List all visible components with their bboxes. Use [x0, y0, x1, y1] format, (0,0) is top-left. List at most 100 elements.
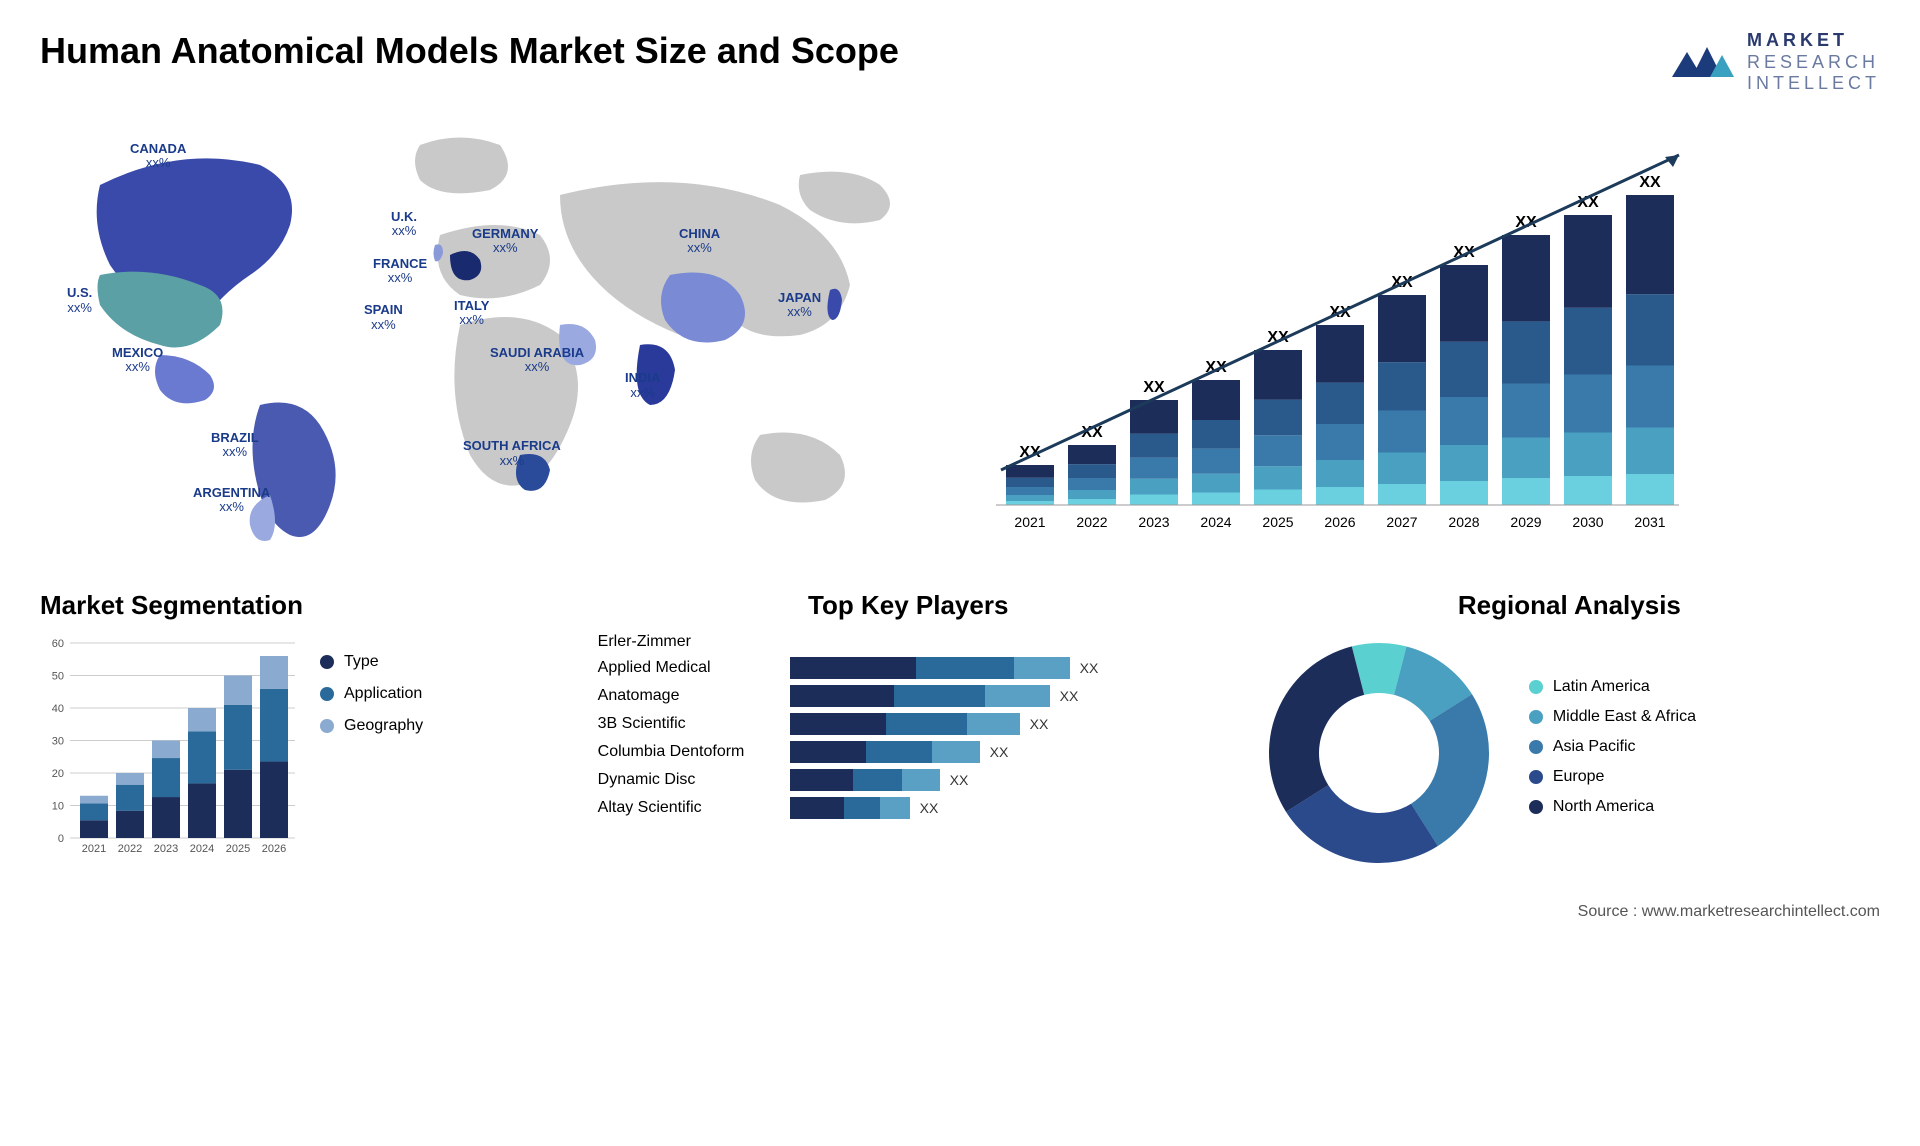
bar-tick: 2023 [1138, 514, 1169, 530]
bar-segment [1192, 380, 1240, 420]
kp-label: Erler-Zimmer [598, 633, 778, 651]
kp-bar-segment [967, 713, 1020, 735]
regional-donut [1259, 633, 1499, 873]
key-player-row: Altay ScientificXX [598, 797, 1219, 819]
bar-segment [1006, 501, 1054, 505]
seg-legend-item: Application [320, 685, 423, 703]
seg-ytick: 30 [52, 735, 64, 747]
seg-ytick: 0 [58, 833, 64, 845]
bar-tick: 2022 [1076, 514, 1107, 530]
seg-bar-segment [224, 770, 252, 838]
bar-segment [1316, 487, 1364, 505]
seg-xtick: 2021 [82, 843, 106, 855]
seg-xtick: 2023 [154, 843, 178, 855]
bar-segment [1502, 478, 1550, 505]
legend-swatch [320, 687, 334, 701]
key-player-row: Dynamic DiscXX [598, 769, 1219, 791]
seg-bar-segment [80, 820, 108, 838]
donut-legend-item: Europe [1529, 768, 1696, 786]
bar-segment [1626, 294, 1674, 365]
bar-segment [1316, 325, 1364, 383]
seg-xtick: 2025 [226, 843, 250, 855]
world-map: CANADAxx%U.S.xx%MEXICOxx%BRAZILxx%ARGENT… [40, 125, 940, 550]
regional-panel: Regional Analysis Latin AmericaMiddle Ea… [1259, 590, 1880, 873]
legend-label: Europe [1553, 768, 1605, 786]
segmentation-title: Market Segmentation [40, 590, 558, 621]
bar-segment [1626, 427, 1674, 474]
bar-segment [1378, 484, 1426, 505]
seg-ytick: 10 [52, 800, 64, 812]
seg-bar-segment [224, 675, 252, 704]
seg-bar-segment [188, 783, 216, 838]
regional-title: Regional Analysis [1259, 590, 1880, 621]
seg-bar-segment [260, 656, 288, 689]
donut-legend-item: Latin America [1529, 678, 1696, 696]
segmentation-panel: Market Segmentation 01020304050602021202… [40, 590, 558, 863]
bar-tick: 2024 [1200, 514, 1231, 530]
bar-tick: 2029 [1510, 514, 1541, 530]
seg-bar-segment [188, 731, 216, 783]
bar-segment [1192, 492, 1240, 505]
kp-bar-segment [916, 657, 1014, 679]
bar-segment [1378, 295, 1426, 362]
donut-legend-item: Asia Pacific [1529, 738, 1696, 756]
header: Human Anatomical Models Market Size and … [40, 30, 1880, 95]
kp-bar-segment [886, 713, 967, 735]
bar-segment [1502, 437, 1550, 478]
seg-bar-segment [116, 810, 144, 837]
legend-label: Type [344, 653, 379, 671]
kp-label: Applied Medical [598, 659, 778, 677]
bar-segment [1192, 449, 1240, 474]
bar-segment [1254, 350, 1302, 400]
bar-segment [1192, 420, 1240, 449]
legend-swatch [1529, 680, 1543, 694]
page-title: Human Anatomical Models Market Size and … [40, 30, 899, 72]
bar-segment [1502, 321, 1550, 383]
bar-segment [1068, 490, 1116, 499]
bar-segment [1006, 465, 1054, 478]
key-players-panel: Top Key Players Erler-ZimmerApplied Medi… [598, 590, 1219, 825]
segmentation-legend: Type Application Geography [320, 633, 423, 749]
kp-bar [790, 657, 1070, 679]
kp-bar [790, 685, 1050, 707]
key-player-row: Columbia DentoformXX [598, 741, 1219, 763]
bar-tick: 2028 [1448, 514, 1479, 530]
bar-segment [1130, 479, 1178, 495]
bar-tick: 2027 [1386, 514, 1417, 530]
bar-segment [1440, 481, 1488, 505]
legend-label: Geography [344, 717, 423, 735]
seg-bar-segment [260, 761, 288, 837]
kp-bar [790, 797, 910, 819]
bar-segment [1316, 460, 1364, 487]
legend-label: North America [1553, 798, 1654, 816]
bar-tick: 2031 [1634, 514, 1665, 530]
kp-label: Columbia Dentoform [598, 743, 778, 761]
kp-label: Dynamic Disc [598, 771, 778, 789]
bar-tick: 2021 [1014, 514, 1045, 530]
kp-bar-segment [790, 797, 844, 819]
bottom-row: Market Segmentation 01020304050602021202… [40, 590, 1880, 873]
legend-label: Latin America [1553, 678, 1650, 696]
kp-value: XX [1060, 688, 1079, 704]
kp-bar-segment [790, 657, 916, 679]
bar-segment [1006, 495, 1054, 501]
legend-swatch [1529, 770, 1543, 784]
kp-bar-segment [790, 741, 866, 763]
seg-bar-segment [152, 740, 180, 758]
source-line: Source : www.marketresearchintellect.com [40, 903, 1880, 921]
bar-segment [1378, 452, 1426, 484]
top-row: CANADAxx%U.S.xx%MEXICOxx%BRAZILxx%ARGENT… [40, 125, 1880, 550]
seg-xtick: 2022 [118, 843, 142, 855]
bar-segment [1626, 365, 1674, 427]
key-player-row: AnatomageXX [598, 685, 1219, 707]
bar-value: XX [1143, 379, 1165, 396]
bar-segment [1006, 487, 1054, 495]
bar-segment [1254, 399, 1302, 435]
kp-bar-segment [790, 769, 853, 791]
kp-bar-segment [790, 713, 887, 735]
seg-bar-segment [224, 705, 252, 770]
logo-mark-icon [1667, 37, 1737, 87]
seg-ytick: 60 [52, 638, 64, 650]
key-players-list: Erler-Zimmer Applied Medical XXAnatomageXX… [598, 633, 1219, 819]
seg-bar-segment [116, 784, 144, 810]
